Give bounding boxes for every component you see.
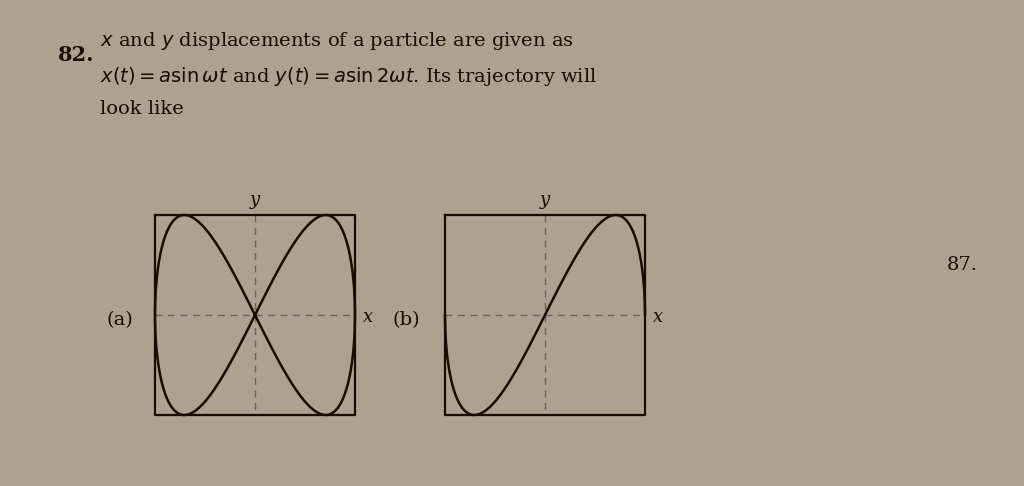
Text: x: x bbox=[362, 308, 373, 326]
Text: 87.: 87. bbox=[947, 256, 978, 274]
Text: look like: look like bbox=[100, 100, 183, 118]
Text: y: y bbox=[540, 191, 550, 209]
Text: 82.: 82. bbox=[58, 45, 94, 65]
Text: (b): (b) bbox=[393, 311, 421, 329]
Text: $x$ and $y$ displacements of a particle are given as: $x$ and $y$ displacements of a particle … bbox=[100, 30, 573, 52]
Text: (a): (a) bbox=[106, 311, 134, 329]
Text: y: y bbox=[250, 191, 260, 209]
Text: $x(t) = a\sin\omega t$ and $y(t) = a\sin 2\omega t$. Its trajectory will: $x(t) = a\sin\omega t$ and $y(t) = a\sin… bbox=[100, 65, 597, 88]
Text: x: x bbox=[653, 308, 664, 326]
